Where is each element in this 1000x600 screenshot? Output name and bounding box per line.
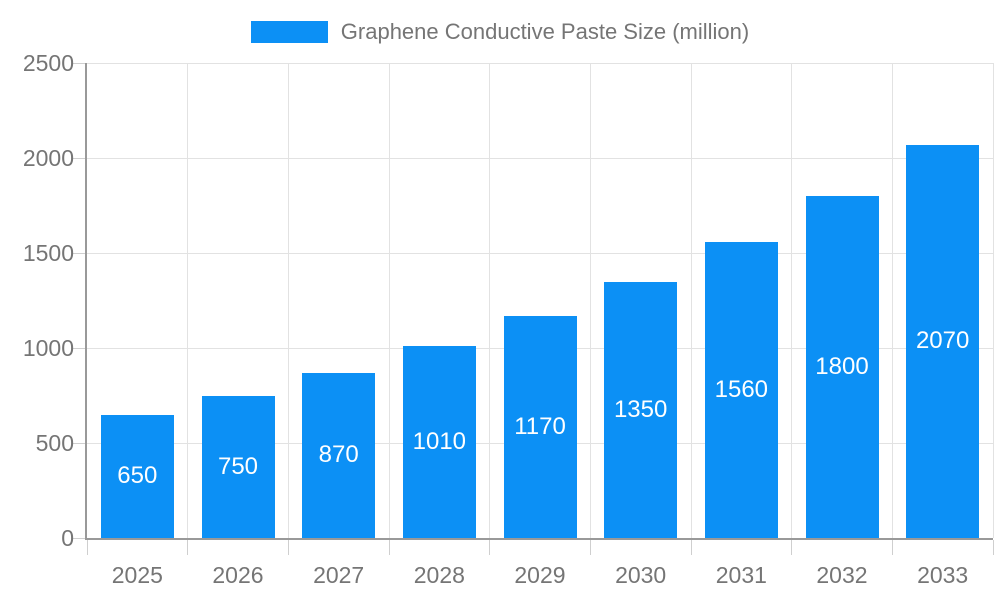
- y-axis-label: 500: [35, 430, 74, 456]
- x-axis-tick: [187, 540, 189, 555]
- gridline-vertical: [589, 63, 591, 538]
- gridline-vertical: [489, 63, 491, 538]
- x-axis-label: 2026: [212, 562, 264, 588]
- gridline-vertical: [187, 63, 189, 538]
- bar-value-label: 1350: [613, 395, 668, 423]
- gridline-vertical: [891, 63, 893, 538]
- gridline-horizontal: [87, 347, 993, 349]
- bar-value-label: 2070: [915, 327, 970, 355]
- x-axis-label: 2027: [313, 562, 365, 588]
- x-axis-tick: [589, 540, 591, 555]
- y-axis-tick: [73, 252, 87, 254]
- gridline-horizontal: [87, 62, 993, 64]
- x-axis-label: 2033: [917, 562, 969, 588]
- gridline-vertical: [690, 63, 692, 538]
- x-axis-tick: [287, 540, 289, 555]
- x-axis-label: 2031: [715, 562, 767, 588]
- bar-value-label: 650: [117, 462, 158, 490]
- y-axis-label: 0: [61, 525, 74, 551]
- bar-value-label: 750: [217, 452, 259, 480]
- y-axis-label: 1000: [22, 335, 74, 361]
- gridline-vertical: [791, 63, 793, 538]
- gridline-horizontal: [87, 252, 993, 254]
- x-axis-tick: [86, 540, 88, 555]
- gridline-vertical: [992, 63, 994, 538]
- gridline-vertical: [287, 63, 289, 538]
- y-axis-tick: [73, 157, 87, 159]
- chart-legend[interactable]: Graphene Conductive Paste Size (million): [0, 10, 1000, 54]
- legend-swatch-icon: [250, 21, 328, 43]
- y-axis-tick: [73, 347, 87, 349]
- bar-2028: 1010: [402, 346, 476, 538]
- bar-value-label: 870: [318, 441, 359, 469]
- y-axis-tick: [73, 442, 87, 444]
- bar-2025: 650: [100, 414, 174, 538]
- bar-value-label: 1170: [514, 412, 566, 440]
- bar-value-label: 1560: [714, 375, 769, 403]
- x-axis-label: 2032: [816, 562, 868, 588]
- y-axis-tick: [73, 62, 87, 64]
- y-axis-line: [85, 63, 87, 540]
- bar-2026: 750: [201, 395, 275, 538]
- y-axis-label: 2000: [22, 145, 74, 171]
- bar-2027: 870: [302, 372, 376, 538]
- x-axis-tick: [388, 540, 390, 555]
- x-axis-tick: [489, 540, 491, 555]
- x-axis-line: [87, 538, 993, 540]
- x-axis-tick: [992, 540, 994, 555]
- x-axis-tick: [791, 540, 793, 555]
- bar-value-label: 1800: [815, 353, 869, 380]
- y-axis-label: 1500: [22, 240, 74, 266]
- bar-2030: 1350: [604, 281, 678, 538]
- gridline-horizontal: [87, 157, 993, 159]
- x-axis-label: 2030: [615, 562, 667, 588]
- y-axis-tick: [73, 537, 87, 539]
- bar-value-label: 1010: [412, 428, 467, 456]
- x-axis-tick: [891, 540, 893, 555]
- bar-2033: 2070: [906, 144, 980, 538]
- legend-label: Graphene Conductive Paste Size (million): [340, 19, 750, 44]
- bar-2031: 1560: [704, 241, 778, 538]
- x-axis-label: 2029: [514, 562, 566, 588]
- x-axis-label: 2025: [111, 562, 163, 588]
- bar-2029: 1170: [503, 315, 577, 538]
- x-axis-label: 2028: [413, 562, 465, 588]
- bar-2032: 1800: [805, 196, 879, 538]
- x-axis-tick: [690, 540, 692, 555]
- gridline-vertical: [388, 63, 390, 538]
- gridline-horizontal: [87, 442, 993, 444]
